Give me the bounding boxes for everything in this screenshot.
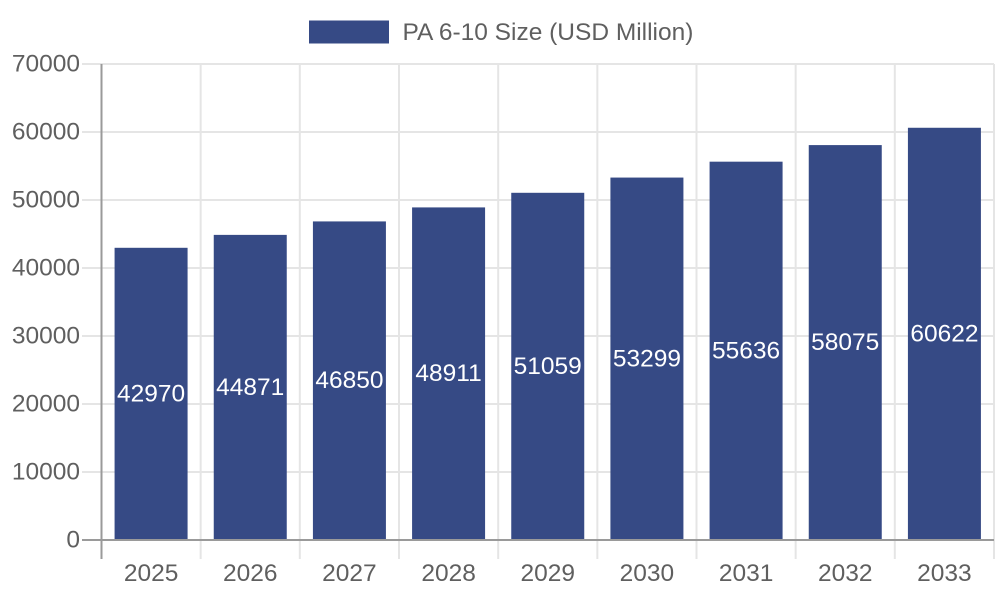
svg-text:55636: 55636 (712, 337, 780, 364)
svg-text:20000: 20000 (12, 391, 80, 418)
svg-text:2033: 2033 (917, 560, 972, 587)
svg-text:44871: 44871 (216, 374, 284, 401)
svg-text:70000: 70000 (12, 51, 80, 78)
svg-text:50000: 50000 (12, 187, 80, 214)
svg-text:2026: 2026 (223, 560, 278, 587)
svg-text:2029: 2029 (520, 560, 575, 587)
svg-text:2032: 2032 (818, 560, 873, 587)
svg-text:2030: 2030 (620, 560, 675, 587)
svg-text:PA 6-10 Size (USD Million): PA 6-10 Size (USD Million) (403, 19, 694, 46)
svg-text:48911: 48911 (415, 360, 481, 387)
svg-text:60000: 60000 (12, 119, 80, 146)
svg-text:2027: 2027 (322, 560, 377, 587)
svg-text:30000: 30000 (12, 323, 80, 350)
svg-text:51059: 51059 (514, 353, 582, 380)
svg-text:0: 0 (66, 527, 80, 554)
svg-text:42970: 42970 (117, 380, 185, 407)
svg-text:60622: 60622 (910, 320, 978, 347)
svg-text:2031: 2031 (719, 560, 774, 587)
svg-text:2028: 2028 (421, 560, 476, 587)
svg-text:40000: 40000 (12, 255, 80, 282)
svg-text:46850: 46850 (315, 367, 383, 394)
svg-text:53299: 53299 (613, 345, 681, 372)
svg-text:2025: 2025 (124, 560, 179, 587)
svg-text:10000: 10000 (12, 459, 80, 486)
svg-text:58075: 58075 (811, 329, 879, 356)
